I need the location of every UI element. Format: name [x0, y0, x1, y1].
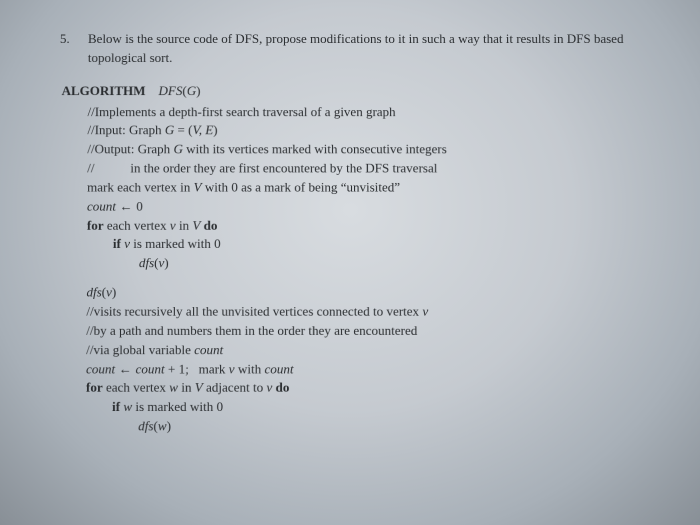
- algorithm-block: ALGORITHM DFS(G) //Implements a depth-fi…: [59, 82, 642, 437]
- code-line: mark each vertex in V with 0 as a mark o…: [61, 178, 641, 197]
- comment-line: //Implements a depth-first search traver…: [61, 103, 640, 122]
- comment-line: //visits recursively all the unvisited v…: [60, 302, 642, 321]
- document-page: 5. Below is the source code of DFS, prop…: [57, 30, 642, 436]
- comment-line: //via global variable count: [60, 341, 642, 360]
- question-text: Below is the source code of DFS, propose…: [88, 30, 640, 68]
- code-line: if w is marked with 0: [60, 398, 643, 417]
- code-line: for each vertex w in V adjacent to v do: [60, 379, 643, 398]
- comment-line: //Output: Graph G with its vertices mark…: [61, 140, 641, 159]
- code-line: count ← 0: [61, 197, 641, 216]
- comment-line: //by a path and numbers them in the orde…: [60, 322, 642, 341]
- question-number: 5.: [60, 30, 88, 68]
- comment-line: // in the order they are first encounter…: [61, 159, 641, 178]
- comment-line: //Input: Graph G = (V, E): [61, 122, 640, 141]
- code-line: if v is marked with 0: [61, 235, 642, 254]
- algorithm-arg: G: [187, 83, 196, 98]
- subroutine-header: dfs(v): [60, 283, 641, 302]
- algorithm-header: ALGORITHM DFS(G): [62, 82, 641, 101]
- paren-close: ): [196, 83, 200, 98]
- code-line: dfs(w): [59, 417, 642, 436]
- code-line: for each vertex v in V do: [61, 216, 642, 235]
- code-line: dfs(v): [60, 254, 641, 273]
- algorithm-label: ALGORITHM: [62, 83, 146, 98]
- code-line: count ← count + 1; mark v with count: [60, 360, 642, 379]
- question-block: 5. Below is the source code of DFS, prop…: [60, 30, 640, 68]
- algorithm-fn: DFS: [159, 83, 183, 98]
